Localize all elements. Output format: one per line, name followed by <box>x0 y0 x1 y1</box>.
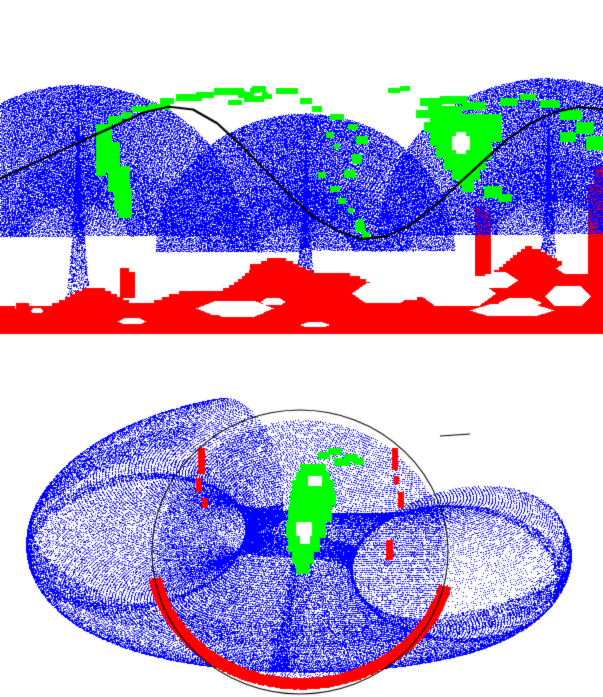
figure-title: Magnetic field line / phase-space connec… <box>0 0 1 1</box>
top-panel[interactable]: Unrolled (poloidal-toroidal) map of conn… <box>0 36 603 336</box>
top-panel-canvas[interactable] <box>0 36 603 336</box>
bottom-panel[interactable]: Three dimensional oblique view of the sa… <box>0 340 603 697</box>
bottom-panel-canvas[interactable] <box>0 340 603 697</box>
